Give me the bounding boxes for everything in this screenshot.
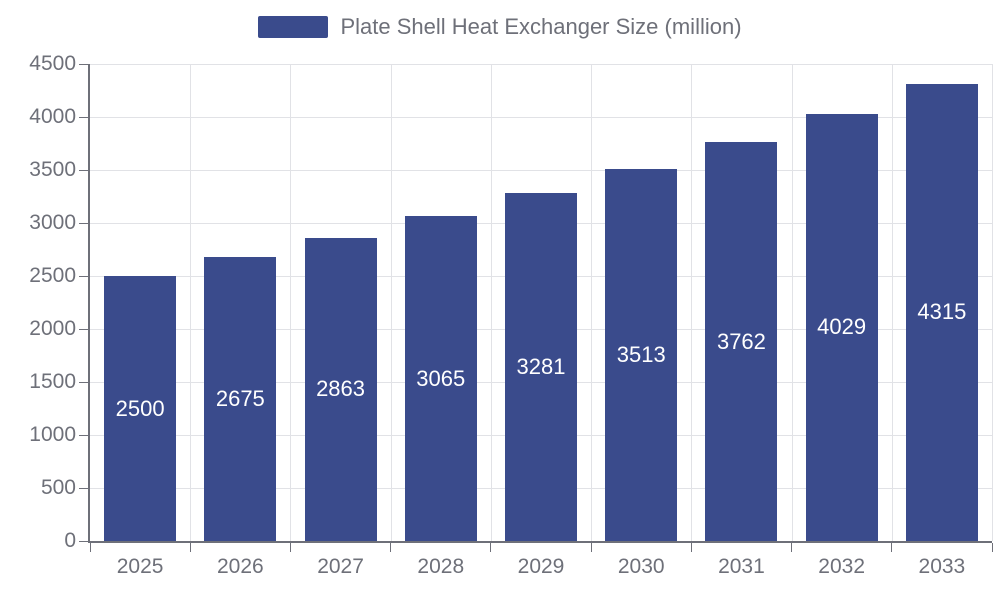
bar[interactable]: 3065 [404, 216, 477, 541]
x-axis-tick [991, 543, 993, 552]
bar-value-label: 2500 [115, 395, 165, 421]
x-axis-tick-label: 2030 [617, 555, 665, 578]
y-axis-tick [79, 328, 88, 330]
grid-line-vertical [992, 64, 993, 541]
y-axis-tick-label: 4000 [29, 105, 76, 128]
x-axis-tick-label: 2025 [116, 555, 164, 578]
bar[interactable]: 2863 [304, 237, 377, 541]
x-axis-tick [189, 543, 191, 552]
bar[interactable]: 2500 [104, 276, 177, 541]
x-axis-tick-label: 2029 [517, 555, 565, 578]
y-axis-tick-label: 500 [40, 476, 76, 499]
x-axis-tick-label: 2031 [718, 555, 765, 578]
bar[interactable]: 4315 [905, 83, 978, 541]
bar[interactable]: 3513 [605, 168, 678, 541]
y-axis-tick-label: 1500 [29, 370, 76, 393]
y-axis-tick [79, 487, 88, 489]
bar-value-label: 3513 [616, 341, 666, 367]
y-axis-tick-label: 1000 [29, 423, 76, 446]
grid-line-vertical [290, 64, 292, 541]
x-axis-tick-label: 2026 [216, 555, 264, 578]
grid-line-vertical [891, 64, 893, 541]
legend-label: Plate Shell Heat Exchanger Size (million… [340, 14, 742, 39]
legend-item[interactable]: Plate Shell Heat Exchanger Size (million… [0, 16, 1000, 38]
x-axis-tick-label: 2028 [417, 555, 465, 578]
y-axis-tick-label: 3000 [29, 211, 76, 234]
x-axis-tick [289, 543, 291, 552]
x-axis-tick [89, 543, 91, 552]
y-axis-tick [79, 222, 88, 224]
y-axis-tick [79, 63, 88, 65]
x-axis-tick [891, 543, 893, 552]
x-axis-tick [690, 543, 692, 552]
y-axis-tick-label: 2500 [29, 264, 76, 287]
grid-line-horizontal [90, 64, 992, 65]
y-axis-tick-label: 0 [64, 529, 76, 552]
grid-line-vertical [591, 64, 593, 541]
y-axis-tick [79, 540, 88, 542]
x-axis-tick [791, 543, 793, 552]
y-axis-tick [79, 169, 88, 171]
bar-value-label: 3281 [516, 354, 566, 380]
y-axis-tick-label: 2000 [29, 317, 76, 340]
y-axis-tick [79, 381, 88, 383]
bar-value-label: 3762 [716, 328, 766, 354]
x-axis-tick-label: 2033 [918, 555, 966, 578]
bar[interactable]: 3762 [705, 142, 778, 541]
grid-line-vertical [490, 64, 492, 541]
legend-swatch-icon [258, 16, 329, 38]
grid-line-vertical [691, 64, 693, 541]
bar[interactable]: 3281 [505, 193, 577, 541]
bar-value-label: 4315 [917, 299, 967, 325]
grid-line-horizontal [90, 117, 992, 118]
y-axis-tick-label: 4500 [29, 52, 76, 75]
bar[interactable]: 4029 [805, 113, 878, 541]
bar-value-label: 2863 [316, 376, 366, 402]
x-axis-tick-label: 2032 [818, 555, 866, 578]
bar-value-label: 4029 [817, 314, 867, 340]
y-axis-tick-label: 3500 [29, 158, 76, 181]
grid-line-horizontal [90, 170, 992, 171]
y-axis-tick [79, 275, 88, 277]
bar[interactable]: 2675 [204, 257, 277, 541]
x-axis-tick [390, 543, 392, 552]
y-axis-tick [79, 434, 88, 436]
x-axis-tick [490, 543, 492, 552]
bar-value-label: 2675 [215, 386, 265, 412]
grid-line-vertical [390, 64, 392, 541]
grid-line-vertical [190, 64, 192, 541]
y-axis-tick [79, 116, 88, 118]
x-axis-tick [590, 543, 592, 552]
plot-area: 0 500 1000 1500 2000 2500 3000 3500 4000 4500 2500… [29, 52, 993, 578]
grid-line-vertical [791, 64, 793, 541]
bar-value-label: 3065 [416, 365, 466, 391]
x-axis-tick-label: 2027 [317, 555, 364, 578]
